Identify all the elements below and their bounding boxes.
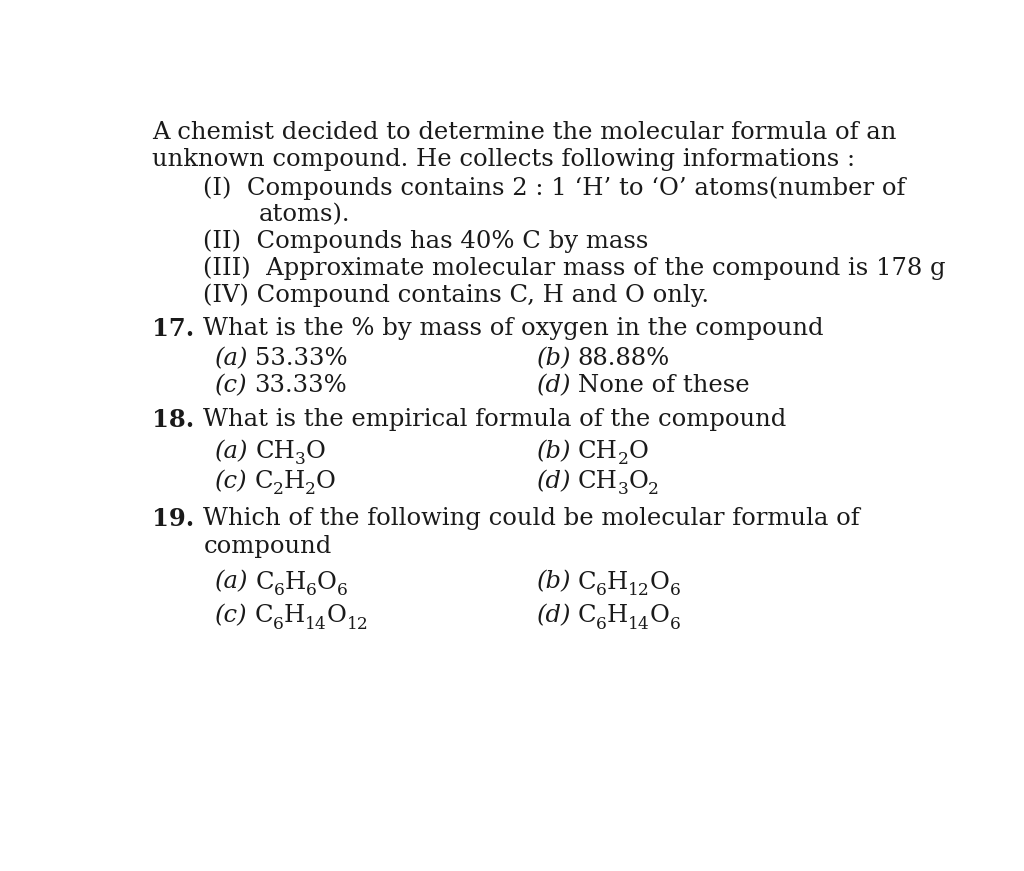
Text: (a): (a): [215, 348, 249, 370]
Text: H: H: [284, 470, 305, 493]
Text: 2: 2: [617, 451, 629, 469]
Text: 6: 6: [272, 616, 284, 632]
Text: (c): (c): [215, 470, 248, 493]
Text: 14: 14: [629, 616, 650, 632]
Text: 2: 2: [648, 482, 658, 498]
Text: Which of the following could be molecular formula of: Which of the following could be molecula…: [204, 507, 860, 530]
Text: C: C: [578, 571, 596, 594]
Text: What is the empirical formula of the compound: What is the empirical formula of the com…: [204, 408, 786, 430]
Text: O: O: [628, 470, 648, 493]
Text: compound: compound: [204, 535, 332, 558]
Text: 88.88%: 88.88%: [578, 348, 670, 370]
Text: 33.33%: 33.33%: [254, 375, 347, 397]
Text: O: O: [316, 571, 337, 594]
Text: 6: 6: [273, 582, 285, 599]
Text: 2: 2: [272, 482, 284, 498]
Text: 6: 6: [670, 582, 681, 599]
Text: O: O: [306, 440, 326, 463]
Text: H: H: [607, 604, 629, 627]
Text: 6: 6: [337, 582, 347, 599]
Text: 18.: 18.: [152, 408, 195, 432]
Text: (II)  Compounds has 40% C by mass: (II) Compounds has 40% C by mass: [204, 230, 649, 253]
Text: (d): (d): [537, 470, 571, 493]
Text: 6: 6: [670, 616, 681, 632]
Text: None of these: None of these: [578, 375, 750, 397]
Text: 12: 12: [347, 616, 369, 632]
Text: (a): (a): [215, 440, 249, 463]
Text: H: H: [285, 571, 306, 594]
Text: 3: 3: [295, 451, 306, 469]
Text: C: C: [255, 571, 273, 594]
Text: H: H: [284, 604, 305, 627]
Text: 6: 6: [306, 582, 316, 599]
Text: C: C: [254, 470, 272, 493]
Text: H: H: [607, 571, 629, 594]
Text: (b): (b): [537, 571, 571, 594]
Text: (I)  Compounds contains 2 : 1 ‘H’ to ‘O’ atoms(number of: (I) Compounds contains 2 : 1 ‘H’ to ‘O’ …: [204, 176, 906, 199]
Text: 17.: 17.: [152, 317, 195, 341]
Text: 6: 6: [596, 582, 607, 599]
Text: (IV) Compound contains C, H and O only.: (IV) Compound contains C, H and O only.: [204, 284, 710, 307]
Text: (b): (b): [537, 440, 571, 463]
Text: (c): (c): [215, 604, 248, 627]
Text: A chemist decided to determine the molecular formula of an: A chemist decided to determine the molec…: [152, 121, 896, 145]
Text: atoms).: atoms).: [259, 203, 350, 226]
Text: O: O: [315, 470, 336, 493]
Text: 6: 6: [596, 616, 607, 632]
Text: C: C: [254, 604, 272, 627]
Text: (d): (d): [537, 604, 571, 627]
Text: (d): (d): [537, 375, 571, 397]
Text: O: O: [650, 604, 670, 627]
Text: CH: CH: [578, 440, 617, 463]
Text: What is the % by mass of oxygen in the compound: What is the % by mass of oxygen in the c…: [204, 317, 824, 340]
Text: (c): (c): [215, 375, 248, 397]
Text: 53.33%: 53.33%: [255, 348, 348, 370]
Text: (III)  Approximate molecular mass of the compound is 178 g: (III) Approximate molecular mass of the …: [204, 257, 946, 280]
Text: (a): (a): [215, 571, 249, 594]
Text: O: O: [629, 440, 648, 463]
Text: 12: 12: [629, 582, 650, 599]
Text: 2: 2: [305, 482, 315, 498]
Text: (b): (b): [537, 348, 571, 370]
Text: O: O: [650, 571, 670, 594]
Text: unknown compound. He collects following informations :: unknown compound. He collects following …: [152, 148, 855, 171]
Text: 14: 14: [305, 616, 327, 632]
Text: CH: CH: [578, 470, 617, 493]
Text: O: O: [327, 604, 347, 627]
Text: 19.: 19.: [152, 507, 195, 531]
Text: CH: CH: [255, 440, 295, 463]
Text: C: C: [578, 604, 596, 627]
Text: 3: 3: [617, 482, 628, 498]
